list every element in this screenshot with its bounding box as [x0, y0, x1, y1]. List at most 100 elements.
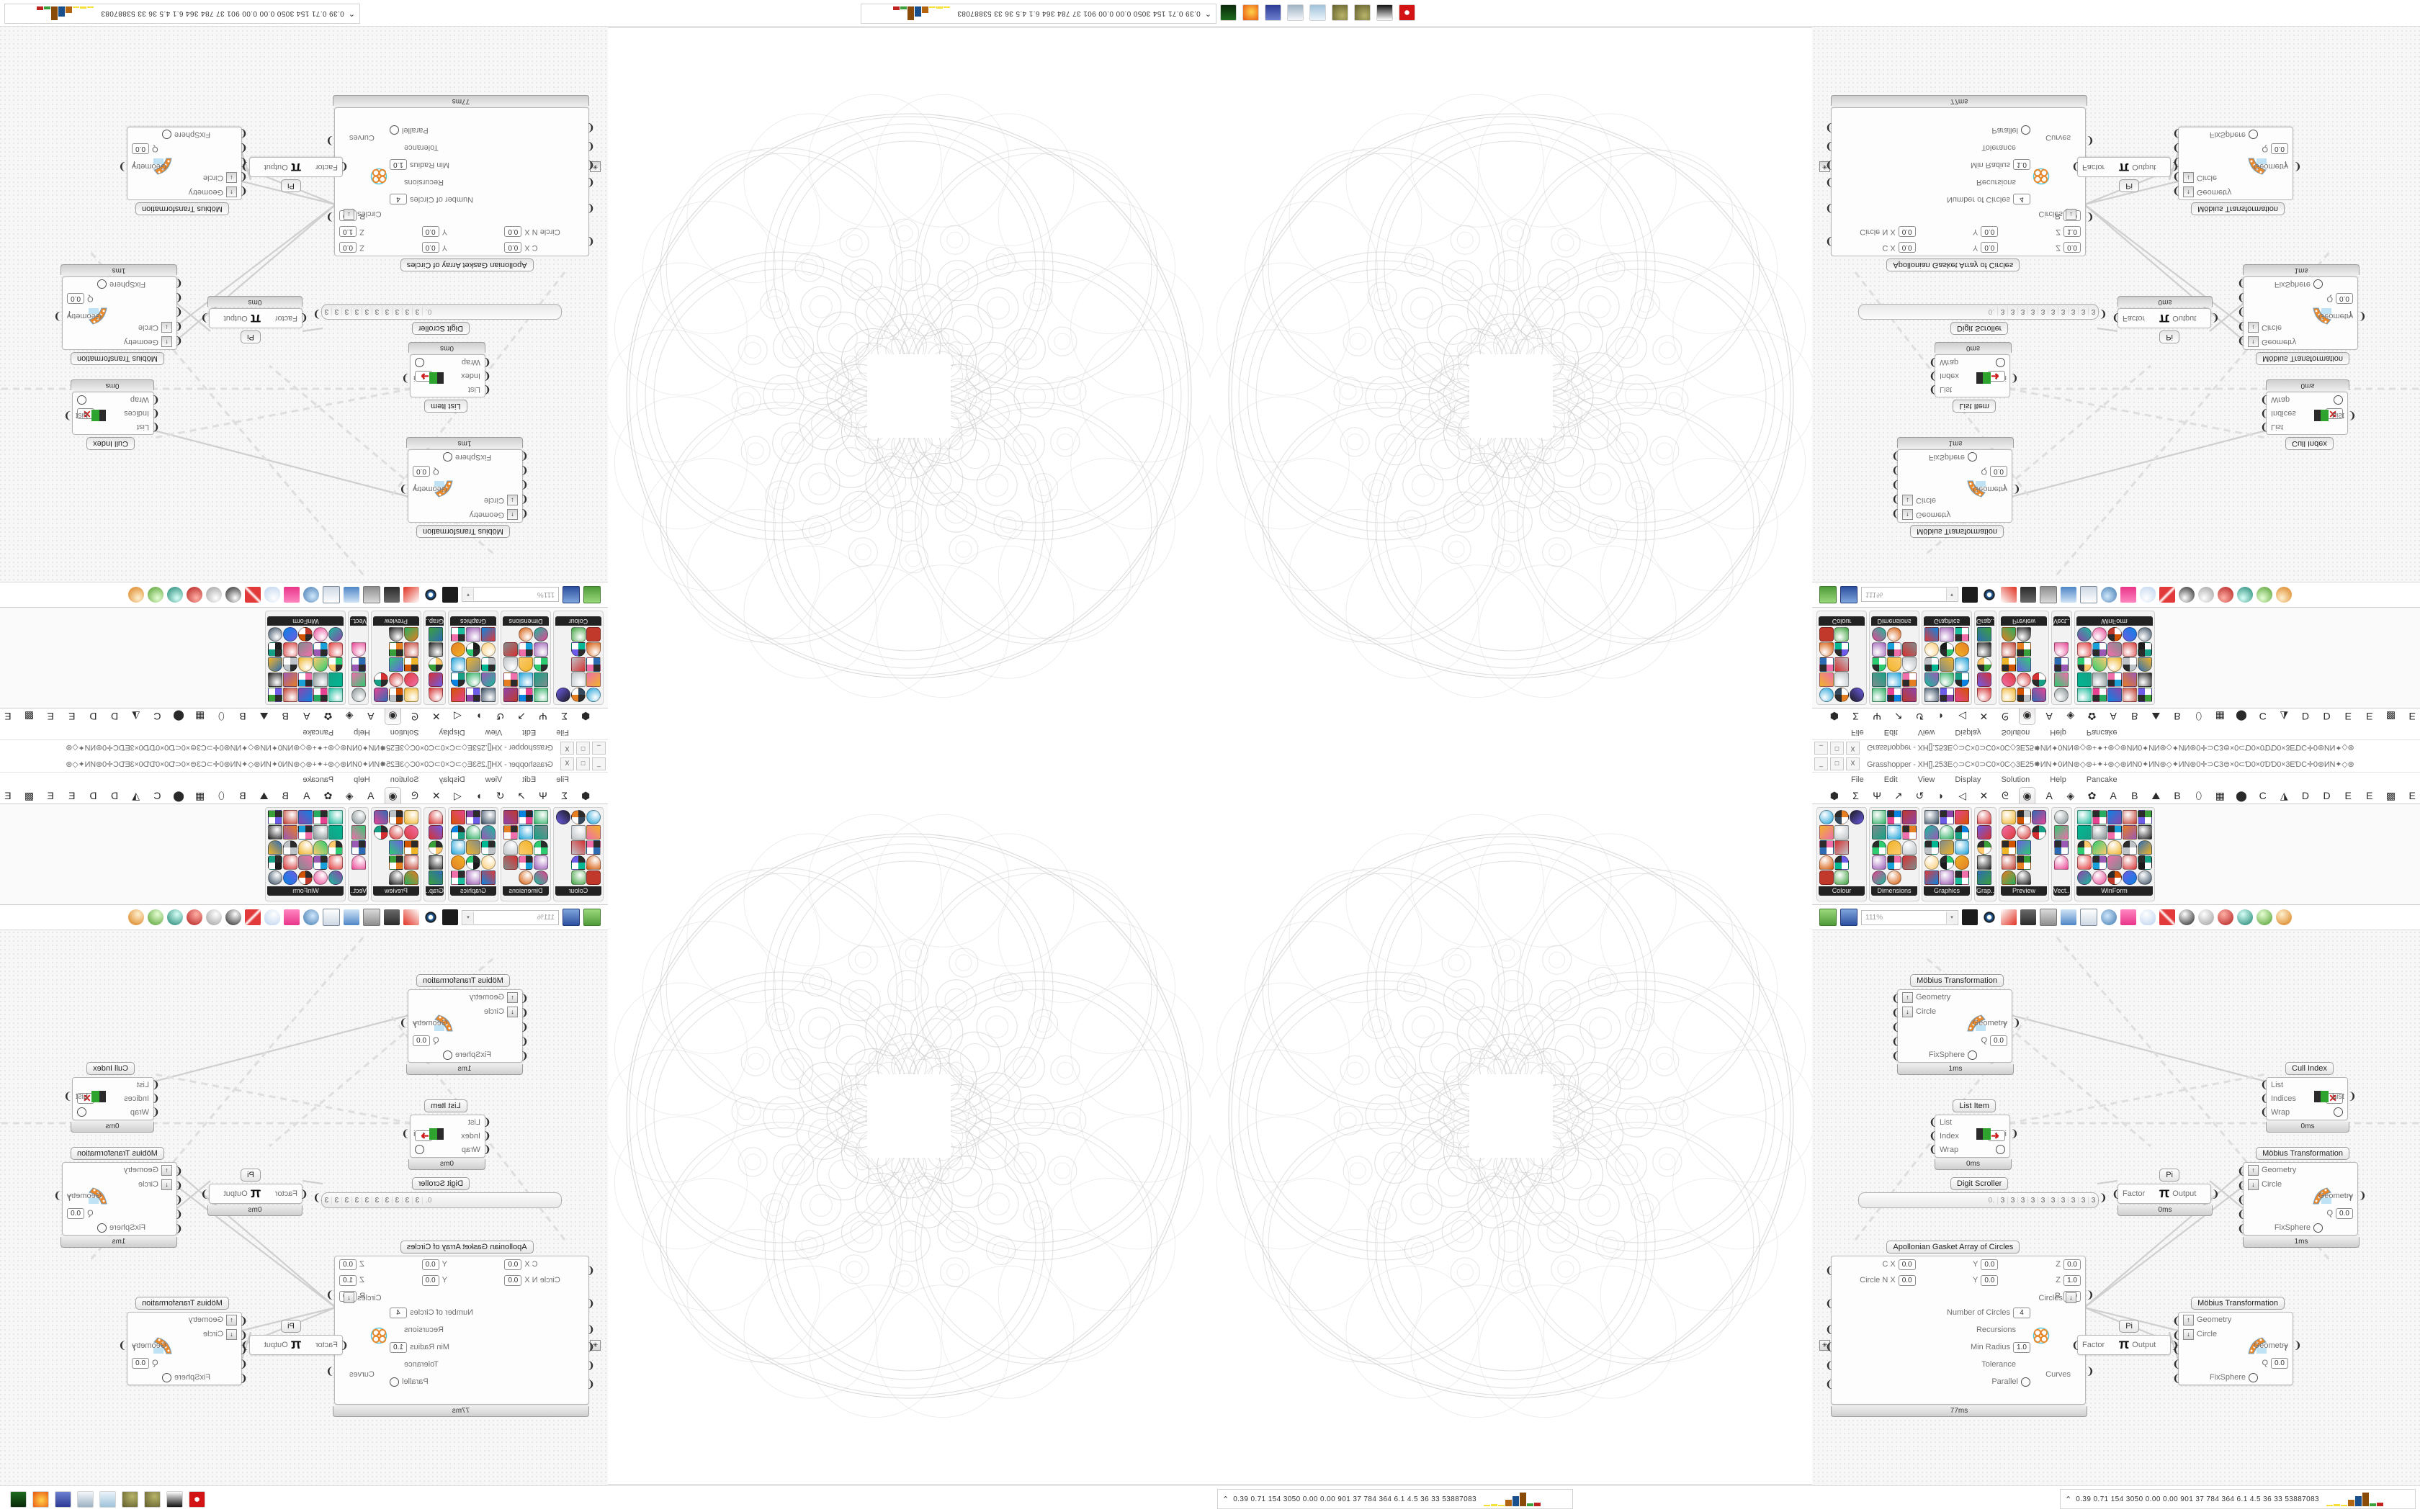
component-icon[interactable] — [1955, 642, 1969, 657]
component-icon[interactable] — [466, 688, 480, 702]
output-port[interactable]: ❩ — [2086, 212, 2094, 223]
component-icon[interactable] — [586, 870, 601, 885]
component-icon[interactable] — [2107, 810, 2122, 824]
ribbon-tab-5[interactable]: ◗ — [475, 790, 483, 801]
component-icon[interactable] — [1955, 672, 1969, 687]
component-icon[interactable] — [2107, 825, 2122, 840]
component-icon[interactable] — [1834, 688, 1849, 702]
flatten-toggle-icon[interactable]: ↓ — [161, 1179, 172, 1190]
ribbon-tab-7[interactable]: ✕ — [431, 711, 441, 722]
component-icon[interactable] — [313, 672, 328, 687]
flatten-toggle-icon[interactable]: ↓ — [507, 495, 518, 506]
output-port[interactable]: ❩ — [401, 373, 410, 384]
ribbon-tab-0[interactable]: ⬢ — [581, 790, 591, 801]
component-body[interactable]: List Index 1 Wrap ➜ i ❨ ❨ ❨ ❩ — [401, 1115, 491, 1158]
gh-component-apollonian[interactable]: Apollonian Gasket Array of Circles C X 0.0… — [326, 95, 601, 272]
input-port[interactable]: ❨ — [520, 508, 529, 520]
menu-item-pancake[interactable]: Pancake — [302, 775, 334, 784]
scroller-digit[interactable]: 3 — [342, 307, 352, 316]
param-value[interactable]: 1.0 — [2013, 159, 2030, 171]
gh-component-listitem1[interactable]: List Item List Index 1 Wrap ➜ i ❨ ❨ ❨ ❩ 0ms — [1929, 1099, 2019, 1170]
output-port[interactable]: ❩ — [63, 1090, 72, 1102]
bake-flame-icon[interactable] — [2001, 909, 2017, 925]
sphere-black-icon[interactable] — [225, 587, 241, 603]
ribbon-tab-7[interactable]: ✕ — [431, 790, 441, 801]
graft-toggle-icon[interactable]: ↑ — [2183, 186, 2194, 198]
input-port[interactable]: ❨ — [483, 1130, 491, 1141]
ribbon-tab-17[interactable]: ⬯ — [2195, 790, 2202, 801]
boolean-toggle[interactable] — [77, 395, 86, 405]
component-icon[interactable] — [1955, 657, 1969, 672]
component-icon[interactable] — [1872, 870, 1886, 885]
sphere-black-icon[interactable] — [2179, 587, 2195, 603]
param-value[interactable]: 0.0 — [132, 143, 149, 155]
output-port[interactable]: ❩ — [2293, 1339, 2302, 1351]
ribbon-tab-11[interactable]: ◈ — [2066, 790, 2075, 801]
component-icon[interactable] — [403, 870, 418, 885]
component-icon[interactable] — [2092, 855, 2107, 870]
scroller-digit[interactable]: 3 — [2027, 307, 2038, 316]
menu-item-file[interactable]: File — [1851, 775, 1864, 784]
output-port[interactable]: ❩ — [2099, 309, 2107, 320]
component-icon[interactable] — [481, 870, 496, 885]
component-icon[interactable] — [571, 688, 586, 702]
output-port[interactable]: ❩ — [2348, 1090, 2357, 1102]
component-icon[interactable] — [1977, 810, 1991, 824]
component-icon[interactable] — [2092, 672, 2107, 687]
grasshopper-canvas[interactable]: Möbius Transformation ↑ Geometry ↓ Circle T Q 0… — [0, 17, 608, 582]
component-icon[interactable] — [2002, 870, 2017, 885]
component-icon[interactable] — [2054, 688, 2069, 702]
scroller-digit[interactable]: 3 — [362, 1196, 372, 1205]
component-icon[interactable] — [1834, 825, 1849, 840]
component-icon[interactable] — [503, 672, 518, 687]
output-port[interactable]: ❩ — [326, 212, 334, 223]
component-body[interactable]: List Index 1 Wrap ➜ i ❨ ❨ ❨ ❩ — [401, 354, 491, 397]
sphere-red-icon[interactable] — [187, 909, 202, 925]
input-port[interactable]: ❨ — [586, 160, 595, 171]
component-icon[interactable] — [429, 672, 443, 687]
component-icon[interactable] — [556, 810, 570, 824]
component-icon[interactable] — [351, 855, 366, 870]
component-body[interactable]: Factor π Output ❨ ❩ — [200, 308, 308, 328]
component-icon[interactable] — [2032, 810, 2047, 824]
component-icon[interactable] — [451, 825, 465, 840]
component-icon[interactable] — [1924, 825, 1939, 840]
boolean-toggle[interactable] — [2334, 395, 2343, 405]
component-icon[interactable] — [283, 810, 298, 824]
minimize-button[interactable]: _ — [1814, 757, 1828, 770]
ribbon-tab-0[interactable]: ⬢ — [581, 711, 591, 722]
extrude-icon[interactable] — [384, 909, 400, 925]
component-icon[interactable] — [388, 657, 403, 672]
ribbon-tab-1[interactable]: Σ — [1852, 711, 1859, 722]
gh-component-mobius1[interactable]: Möbius Transformation ↑ Geometry ↓ Circle T Q 0… — [1891, 437, 2021, 539]
component-icon[interactable] — [298, 825, 313, 840]
gha-loader-icon[interactable] — [344, 909, 359, 925]
component-icon[interactable] — [1902, 825, 1917, 840]
scroller-digit[interactable]: 3 — [342, 1196, 352, 1205]
close-button[interactable]: X — [1846, 757, 1860, 770]
gha-loader-icon[interactable] — [2061, 587, 2076, 603]
input-port[interactable]: ❨ — [1825, 203, 1834, 215]
component-icon[interactable] — [1902, 642, 1917, 657]
ribbon-tab-8[interactable]: ᘓ — [2002, 711, 2009, 722]
ribbon-tab-2[interactable]: Ψ — [1873, 711, 1881, 722]
input-port[interactable]: ❨ — [239, 186, 248, 197]
param-value[interactable]: 4 — [2013, 194, 2030, 205]
component-icon[interactable] — [403, 642, 418, 657]
menu-item-file[interactable]: File — [556, 775, 569, 784]
gh-component-digitscroller1[interactable]: Digit Scroller 0. 3 3 3 3 3 3 3 3 3 3 ❩ — [313, 1176, 562, 1208]
open-folder-icon[interactable] — [1819, 586, 1837, 603]
component-icon[interactable] — [534, 825, 548, 840]
flatten-toggle-icon[interactable]: ↓ — [2248, 322, 2259, 333]
component-icon[interactable] — [2017, 672, 2032, 687]
ribbon-tab-4[interactable]: ↺ — [496, 711, 505, 722]
output-port[interactable]: ❩ — [2012, 1017, 2021, 1028]
close-button[interactable]: X — [1846, 742, 1860, 755]
gh-component-listitem1[interactable]: List Item List Index 1 Wrap ➜ i ❨ ❨ ❨ ❩ 0ms — [401, 342, 491, 413]
component-icon[interactable] — [298, 810, 313, 824]
menu-item-view[interactable]: View — [485, 728, 503, 737]
ribbon-tab-8[interactable]: ᘓ — [411, 790, 418, 801]
component-icon[interactable] — [534, 870, 548, 885]
component-body[interactable]: ↑ Geometry ↓ Circle T Q 0.0 FixSphere Geometry ❨ ❨… — [118, 127, 248, 200]
